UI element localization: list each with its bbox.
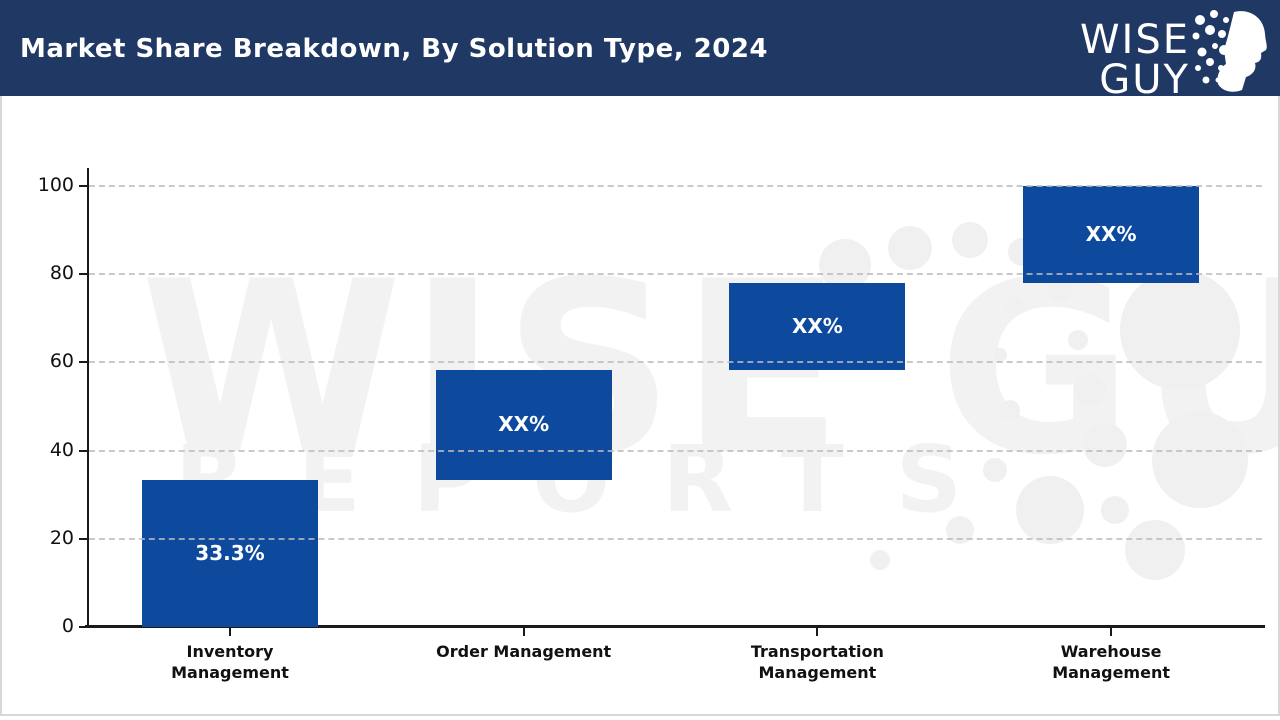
bar-value-label: XX% xyxy=(791,313,843,338)
y-axis-tick xyxy=(79,273,87,276)
gridline xyxy=(89,361,1262,364)
x-axis-tick xyxy=(229,628,231,636)
x-axis-tick xyxy=(1110,628,1113,636)
x-axis-category-label: Order Management xyxy=(436,642,612,661)
y-axis-tick-label: 80 xyxy=(49,262,74,285)
bar-segment xyxy=(729,283,906,370)
bar-segment xyxy=(435,369,612,481)
bar-segment xyxy=(1023,186,1200,284)
y-axis-tick xyxy=(79,449,87,452)
y-axis-tick-label: 40 xyxy=(49,438,74,461)
y-axis-tick xyxy=(79,185,87,187)
brand-wordmark: WISE GUY REPORTS xyxy=(1013,20,1190,117)
y-axis-line xyxy=(87,168,89,627)
y-axis-tick xyxy=(79,626,87,628)
header-bar: Market Share Breakdown, By Solution Type… xyxy=(0,0,1280,117)
y-axis-tick xyxy=(79,537,87,540)
y-axis-tick-label: 100 xyxy=(37,174,74,196)
x-axis-tick xyxy=(816,628,819,636)
x-axis-line xyxy=(85,625,1265,628)
brand-name: WISE GUY xyxy=(1079,17,1190,103)
x-axis-category-label: Transportation Management xyxy=(750,642,884,682)
brand-logo: WISE GUY REPORTS xyxy=(1013,4,1268,117)
bar-value-label: XX% xyxy=(1085,221,1137,246)
brand-subtitle: REPORTS xyxy=(1065,102,1188,117)
x-axis-category-label: Warehouse Management xyxy=(1052,642,1170,682)
page-title: Market Share Breakdown, By Solution Type… xyxy=(20,34,769,64)
bar-value-label: 33.3% xyxy=(195,540,265,565)
bar-value-label: XX% xyxy=(498,412,550,437)
gridline xyxy=(89,185,1262,187)
y-axis-tick xyxy=(79,361,87,364)
x-axis-tick xyxy=(522,628,525,636)
brand-face-icon xyxy=(1192,10,1267,92)
bar-segment xyxy=(142,480,318,627)
x-axis-category-label: Inventory Management xyxy=(171,642,289,682)
gridline xyxy=(89,537,1262,540)
y-axis-tick-label: 0 xyxy=(61,615,74,637)
y-axis-tick-label: 60 xyxy=(49,350,74,373)
gridline xyxy=(89,449,1262,452)
gridline xyxy=(89,273,1262,276)
y-axis-tick-label: 20 xyxy=(49,526,74,549)
